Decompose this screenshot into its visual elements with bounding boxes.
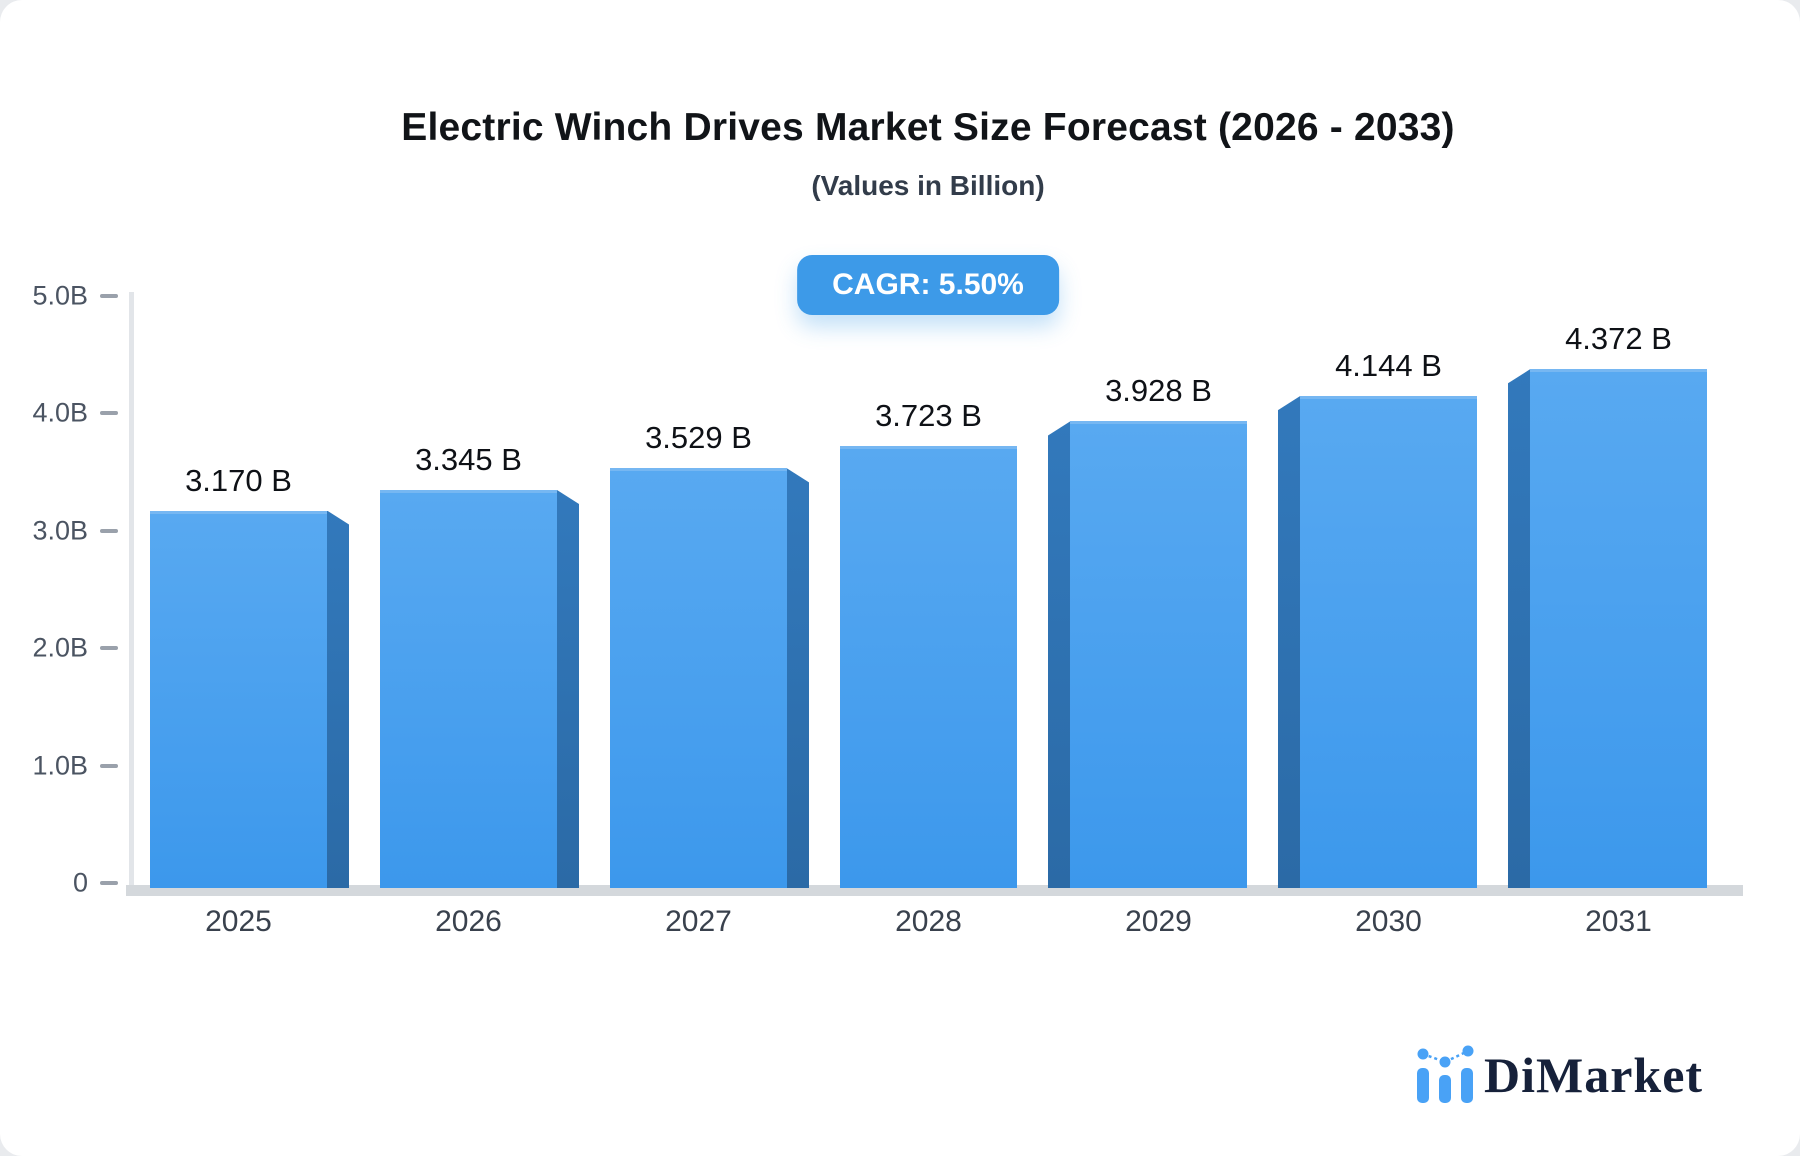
y-axis-tick-label: 4.0B [32, 397, 88, 428]
bar-side-2026 [557, 489, 579, 888]
x-axis-label-2025: 2025 [205, 905, 272, 938]
x-axis-baseline [126, 885, 1743, 896]
y-axis-tick-label: 3.0B [32, 515, 88, 545]
chart-title: Electric Winch Drives Market Size Foreca… [401, 106, 1455, 149]
bar-value-label-2031: 4.372 B [1565, 321, 1672, 357]
bar-2031 [1530, 369, 1707, 888]
bar-value-label-2029: 3.928 B [1105, 373, 1212, 409]
x-axis-label-2029: 2029 [1125, 905, 1192, 938]
bar-side-2031 [1508, 369, 1530, 888]
cagr-badge: CAGR: 5.50% [797, 255, 1059, 315]
x-axis-label-2026: 2026 [435, 905, 502, 938]
y-axis-tick-label: 2.0B [32, 632, 88, 663]
chart-subtitle: (Values in Billion) [811, 170, 1045, 201]
x-axis-label-2027: 2027 [665, 905, 732, 938]
bar-2029 [1070, 421, 1247, 888]
logo-text: DiMarket [1484, 1047, 1704, 1103]
bar-side-2030 [1278, 396, 1300, 888]
bar-value-label-2027: 3.529 B [645, 420, 752, 456]
x-axis-label-2031: 2031 [1585, 905, 1652, 938]
y-axis-tick-mark [100, 763, 118, 768]
y-axis-line [129, 292, 134, 892]
bar-line-chart-icon [1417, 1045, 1474, 1103]
y-axis-tick-mark [100, 293, 118, 298]
bar-value-label-2030: 4.144 B [1335, 348, 1442, 384]
bar-side-2025 [327, 510, 349, 888]
x-axis-label-2028: 2028 [895, 905, 962, 938]
bar-2028 [840, 445, 1017, 888]
bar-2026 [380, 489, 557, 888]
bar-2027 [610, 468, 787, 888]
y-axis-tick-mark [100, 411, 118, 415]
y-axis-tick-label: 1.0B [32, 750, 88, 780]
bar-2025 [150, 510, 327, 888]
bar-side-2027 [787, 468, 809, 888]
y-axis-tick-label: 5.0B [32, 280, 88, 310]
x-axis-label-2030: 2030 [1355, 905, 1422, 938]
bar-value-label-2028: 3.723 B [875, 397, 982, 433]
y-axis-tick-label: 0 [72, 867, 88, 898]
y-axis-tick-mark [100, 528, 118, 533]
y-axis-tick-mark [100, 646, 118, 650]
bar-2030 [1300, 396, 1477, 888]
dimarket-logo: DiMarket [1414, 1040, 1703, 1108]
bar-value-label-2026: 3.345 B [415, 441, 522, 477]
y-axis-tick-mark [100, 881, 118, 885]
bar-value-label-2025: 3.170 B [185, 462, 292, 498]
bar-side-2029 [1048, 421, 1070, 888]
